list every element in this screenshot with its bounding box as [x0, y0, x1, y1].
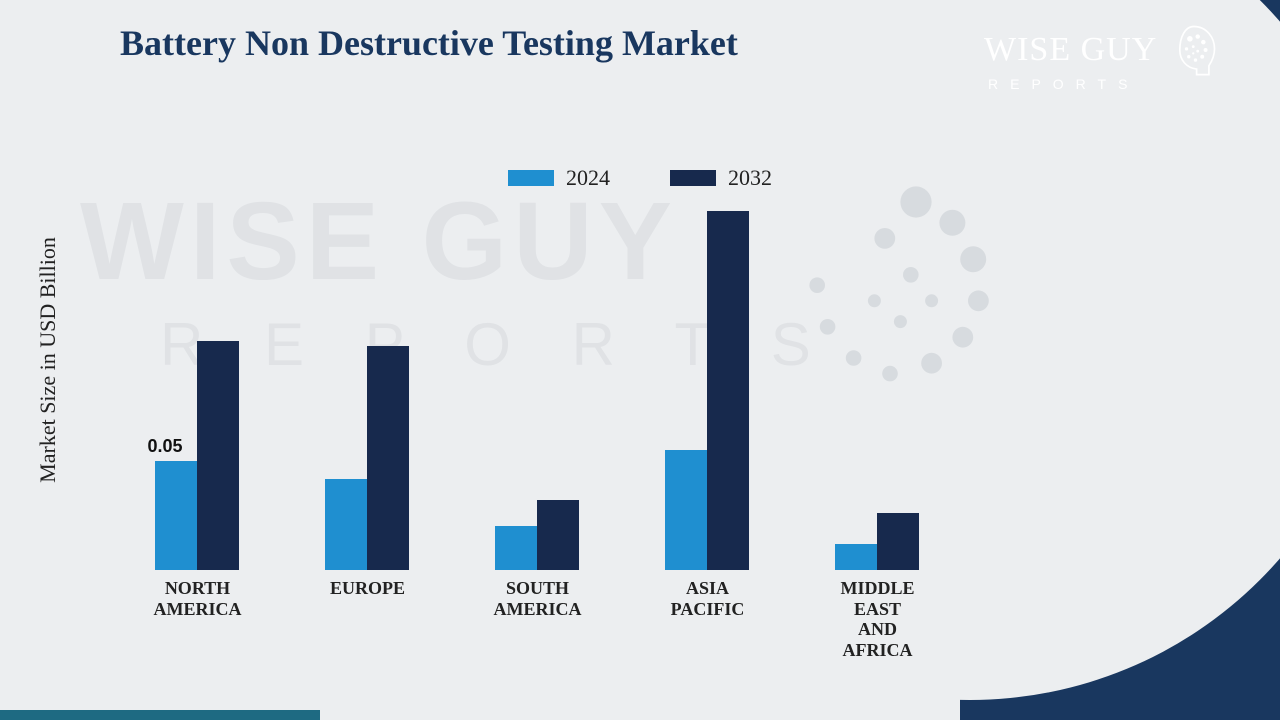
- brand-head-icon: [1163, 22, 1219, 78]
- legend-swatch-2024: [508, 170, 554, 186]
- bar-2024-na: [155, 461, 197, 570]
- legend-label-2024: 2024: [566, 165, 610, 191]
- legend-item-2032: 2032: [670, 165, 772, 191]
- legend-item-2024: 2024: [508, 165, 610, 191]
- category-label-eu: EUROPE: [290, 578, 445, 599]
- value-label-na: 0.05: [130, 436, 200, 457]
- stage: WISE GUY R E P O R T S Battery Non Destr…: [0, 0, 1280, 720]
- category-label-mea: MIDDLEEASTANDAFRICA: [800, 578, 955, 661]
- chart-area: 0.05NORTHAMERICAEUROPESOUTHAMERICAASIAPA…: [110, 200, 940, 570]
- bar-2032-ap: [707, 211, 749, 570]
- brand-logo-text: WISE GUY: [984, 31, 1157, 69]
- bar-2024-mea: [835, 544, 877, 570]
- brand-logo-sub: REPORTS: [988, 76, 1254, 92]
- legend: 2024 2032: [0, 165, 1280, 191]
- legend-swatch-2032: [670, 170, 716, 186]
- y-axis-label: Market Size in USD Billion: [35, 237, 61, 483]
- category-label-ap: ASIAPACIFIC: [630, 578, 785, 619]
- bar-2024-ap: [665, 450, 707, 570]
- bar-2024-eu: [325, 479, 367, 570]
- legend-label-2032: 2032: [728, 165, 772, 191]
- chart-title: Battery Non Destructive Testing Market: [120, 22, 780, 65]
- bottom-accent-bar: [0, 710, 320, 720]
- bar-2024-sa: [495, 526, 537, 570]
- category-label-na: NORTHAMERICA: [120, 578, 275, 619]
- bar-2032-na: [197, 341, 239, 570]
- bar-2032-mea: [877, 513, 919, 570]
- bar-2032-sa: [537, 500, 579, 570]
- brand-logo-main: WISE GUY: [984, 22, 1254, 78]
- brand-logo: WISE GUY REPORTS: [984, 22, 1254, 92]
- category-label-sa: SOUTHAMERICA: [460, 578, 615, 619]
- bar-2032-eu: [367, 346, 409, 570]
